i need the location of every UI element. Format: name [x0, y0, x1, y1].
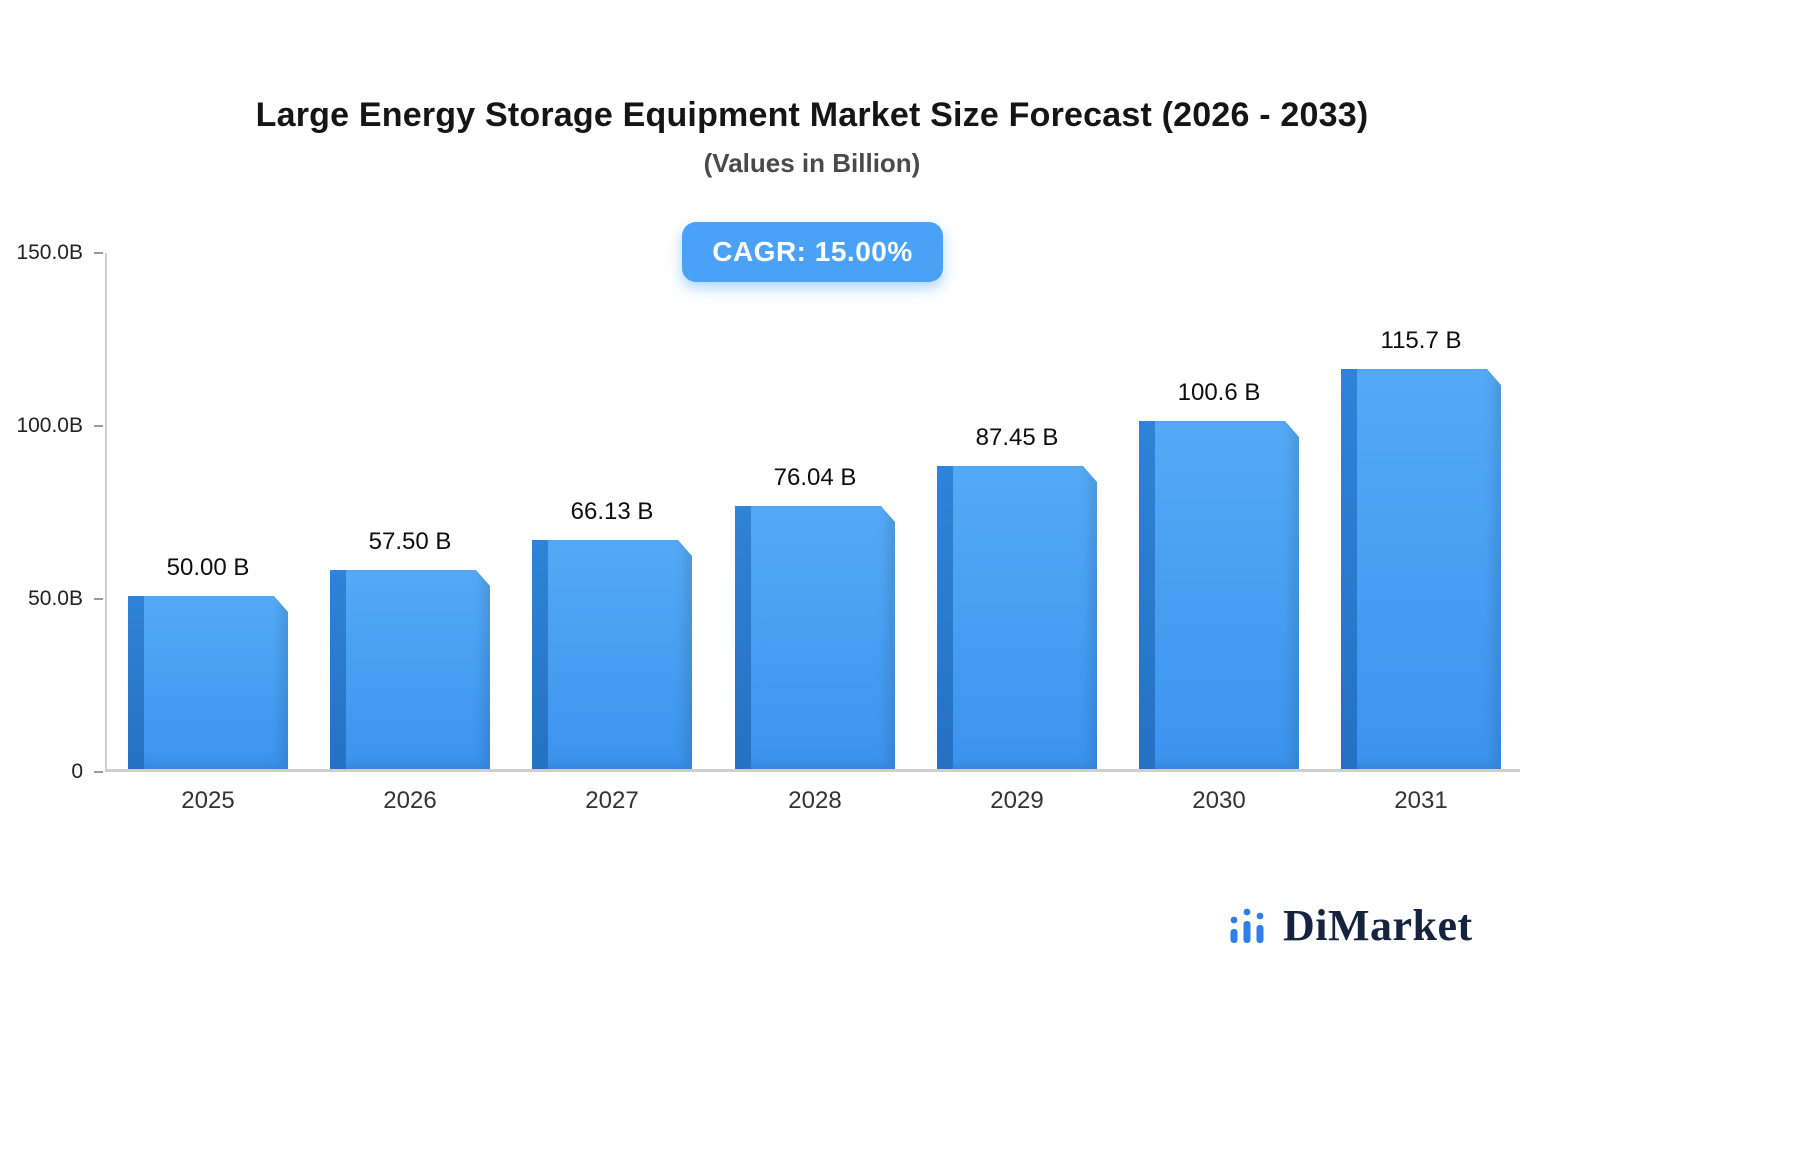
bar-value-label: 87.45 B [975, 424, 1059, 451]
bar-front-face [1357, 369, 1501, 769]
bar-value-label: 76.04 B [773, 464, 857, 491]
y-axis-tick-mark [94, 598, 103, 600]
brand-logo: DiMarket [1225, 903, 1473, 949]
bar-side-face [330, 570, 346, 769]
bar-group-2025: 50.00 B 2025 [128, 253, 288, 814]
bar-front-face [548, 540, 692, 769]
bar-2027 [532, 540, 692, 769]
x-axis-label: 2030 [1192, 787, 1246, 814]
y-axis: 150.0B 100.0B 50.0B 0 [0, 241, 105, 783]
bar-2028 [735, 506, 895, 769]
bar-2030 [1139, 421, 1299, 769]
bar-2031 [1341, 369, 1501, 769]
x-axis-label: 2027 [585, 787, 639, 814]
bar-value-label: 66.13 B [570, 498, 654, 525]
bar-side-face [532, 540, 548, 769]
y-axis-tick-mark [94, 425, 103, 427]
bar-front-face [144, 596, 288, 769]
chart-subtitle: (Values in Billion) [703, 148, 921, 178]
bar-side-face [1139, 421, 1155, 769]
bar-value-label: 100.6 B [1177, 379, 1261, 406]
bar-front-face [346, 570, 490, 769]
bar-front-face [1155, 421, 1299, 769]
chart-title: Large Energy Storage Equipment Market Si… [255, 96, 1369, 134]
bar-group-2029: 87.45 B 2029 [937, 253, 1097, 814]
bar-side-face [937, 466, 953, 769]
bar-group-2030: 100.6 B 2030 [1139, 253, 1299, 814]
bar-2025 [128, 596, 288, 769]
bar-front-face [751, 506, 895, 769]
bar-value-label: 115.7 B [1380, 327, 1462, 354]
x-axis-label: 2028 [788, 787, 842, 814]
x-axis-label: 2029 [990, 787, 1044, 814]
bar-2029 [937, 466, 1097, 769]
x-axis-label: 2031 [1394, 787, 1448, 814]
brand-name: DiMarket [1283, 901, 1473, 950]
y-axis-tick-mark [94, 771, 103, 773]
cagr-badge-wrap: CAGR: 15.00% [105, 222, 1520, 282]
bar-2026 [330, 570, 490, 769]
bar-group-2027: 66.13 B 2027 [532, 253, 692, 814]
x-axis-label: 2026 [383, 787, 437, 814]
y-axis-tick-label: 150.0B [16, 241, 83, 264]
y-axis-tick-mark [94, 252, 103, 254]
cagr-badge: CAGR: 15.00% [682, 222, 943, 282]
bar-front-face [953, 466, 1097, 769]
y-axis-tick-label: 50.0B [28, 587, 83, 610]
bar-group-2031: 115.7 B 2031 [1341, 253, 1501, 814]
plot-area: 50.00 B 2025 57.50 B 2026 66.13 B 2027 76.04 B… [105, 253, 1520, 814]
y-axis-tick-label: 0 [71, 760, 83, 783]
bar-group-2026: 57.50 B 2026 [330, 253, 490, 814]
bar-side-face [735, 506, 751, 769]
bar-chart-logo-icon [1230, 908, 1264, 943]
bar-side-face [1341, 369, 1357, 769]
x-axis-label: 2025 [181, 787, 235, 814]
bar-value-label: 50.00 B [166, 554, 250, 581]
bar-group-2028: 76.04 B 2028 [735, 253, 895, 814]
bar-side-face [128, 596, 144, 769]
y-axis-tick-label: 100.0B [16, 414, 83, 437]
bar-value-label: 57.50 B [368, 528, 452, 555]
